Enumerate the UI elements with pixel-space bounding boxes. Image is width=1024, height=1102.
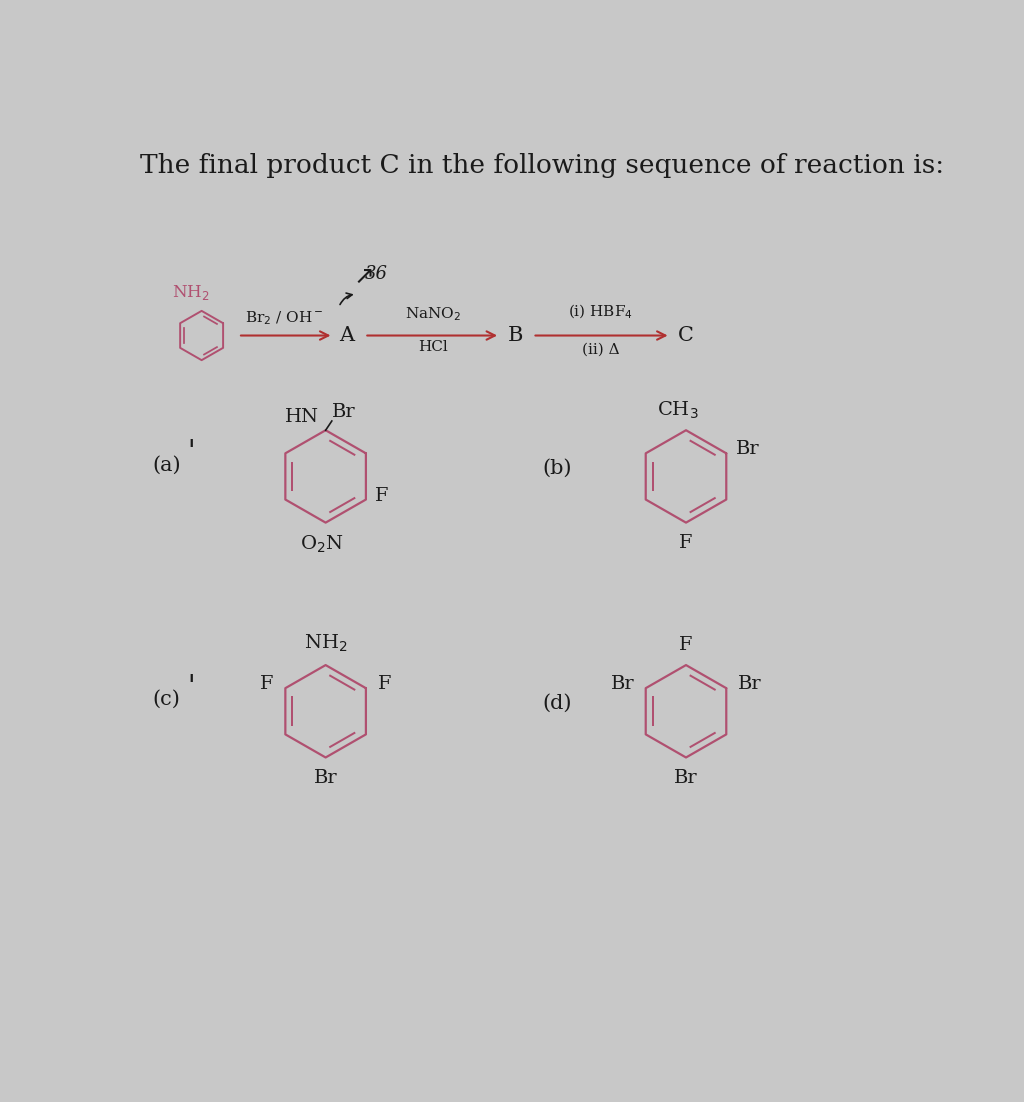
Text: NaNO$_2$: NaNO$_2$ (404, 305, 461, 323)
Text: 36: 36 (365, 264, 387, 282)
Text: NH$_2$: NH$_2$ (304, 633, 347, 653)
Text: (d): (d) (543, 694, 572, 713)
Text: F: F (375, 487, 389, 505)
Text: Br: Br (313, 769, 338, 787)
Text: (c): (c) (153, 690, 180, 710)
Text: F: F (679, 636, 693, 653)
Text: HN: HN (286, 409, 319, 426)
Text: B: B (508, 326, 523, 345)
Text: (a): (a) (153, 455, 181, 474)
Text: HCl: HCl (418, 339, 447, 354)
Text: A: A (339, 326, 354, 345)
Text: Br: Br (610, 676, 634, 693)
Text: F: F (260, 676, 273, 693)
Text: O$_2$N: O$_2$N (300, 534, 343, 555)
Text: Br: Br (674, 769, 697, 787)
Text: Br$_2$ / OH$^-$: Br$_2$ / OH$^-$ (246, 310, 324, 327)
Text: ': ' (187, 672, 196, 701)
Text: NH$_2$: NH$_2$ (172, 282, 210, 302)
Text: F: F (679, 534, 693, 552)
Text: Br: Br (738, 676, 762, 693)
Text: F: F (378, 676, 391, 693)
Text: Br: Br (332, 403, 355, 421)
Text: The final product C in the following sequence of reaction is:: The final product C in the following seq… (139, 153, 944, 179)
Text: C: C (678, 326, 694, 345)
Text: (i) HBF$_4$: (i) HBF$_4$ (568, 303, 633, 321)
Text: CH$_3$: CH$_3$ (657, 400, 699, 421)
Text: ': ' (187, 437, 196, 466)
Text: $\nearrow$: $\nearrow$ (349, 264, 374, 289)
Text: (ii) Δ: (ii) Δ (582, 343, 620, 356)
Text: (b): (b) (543, 460, 572, 478)
Text: Br: Br (735, 441, 759, 458)
